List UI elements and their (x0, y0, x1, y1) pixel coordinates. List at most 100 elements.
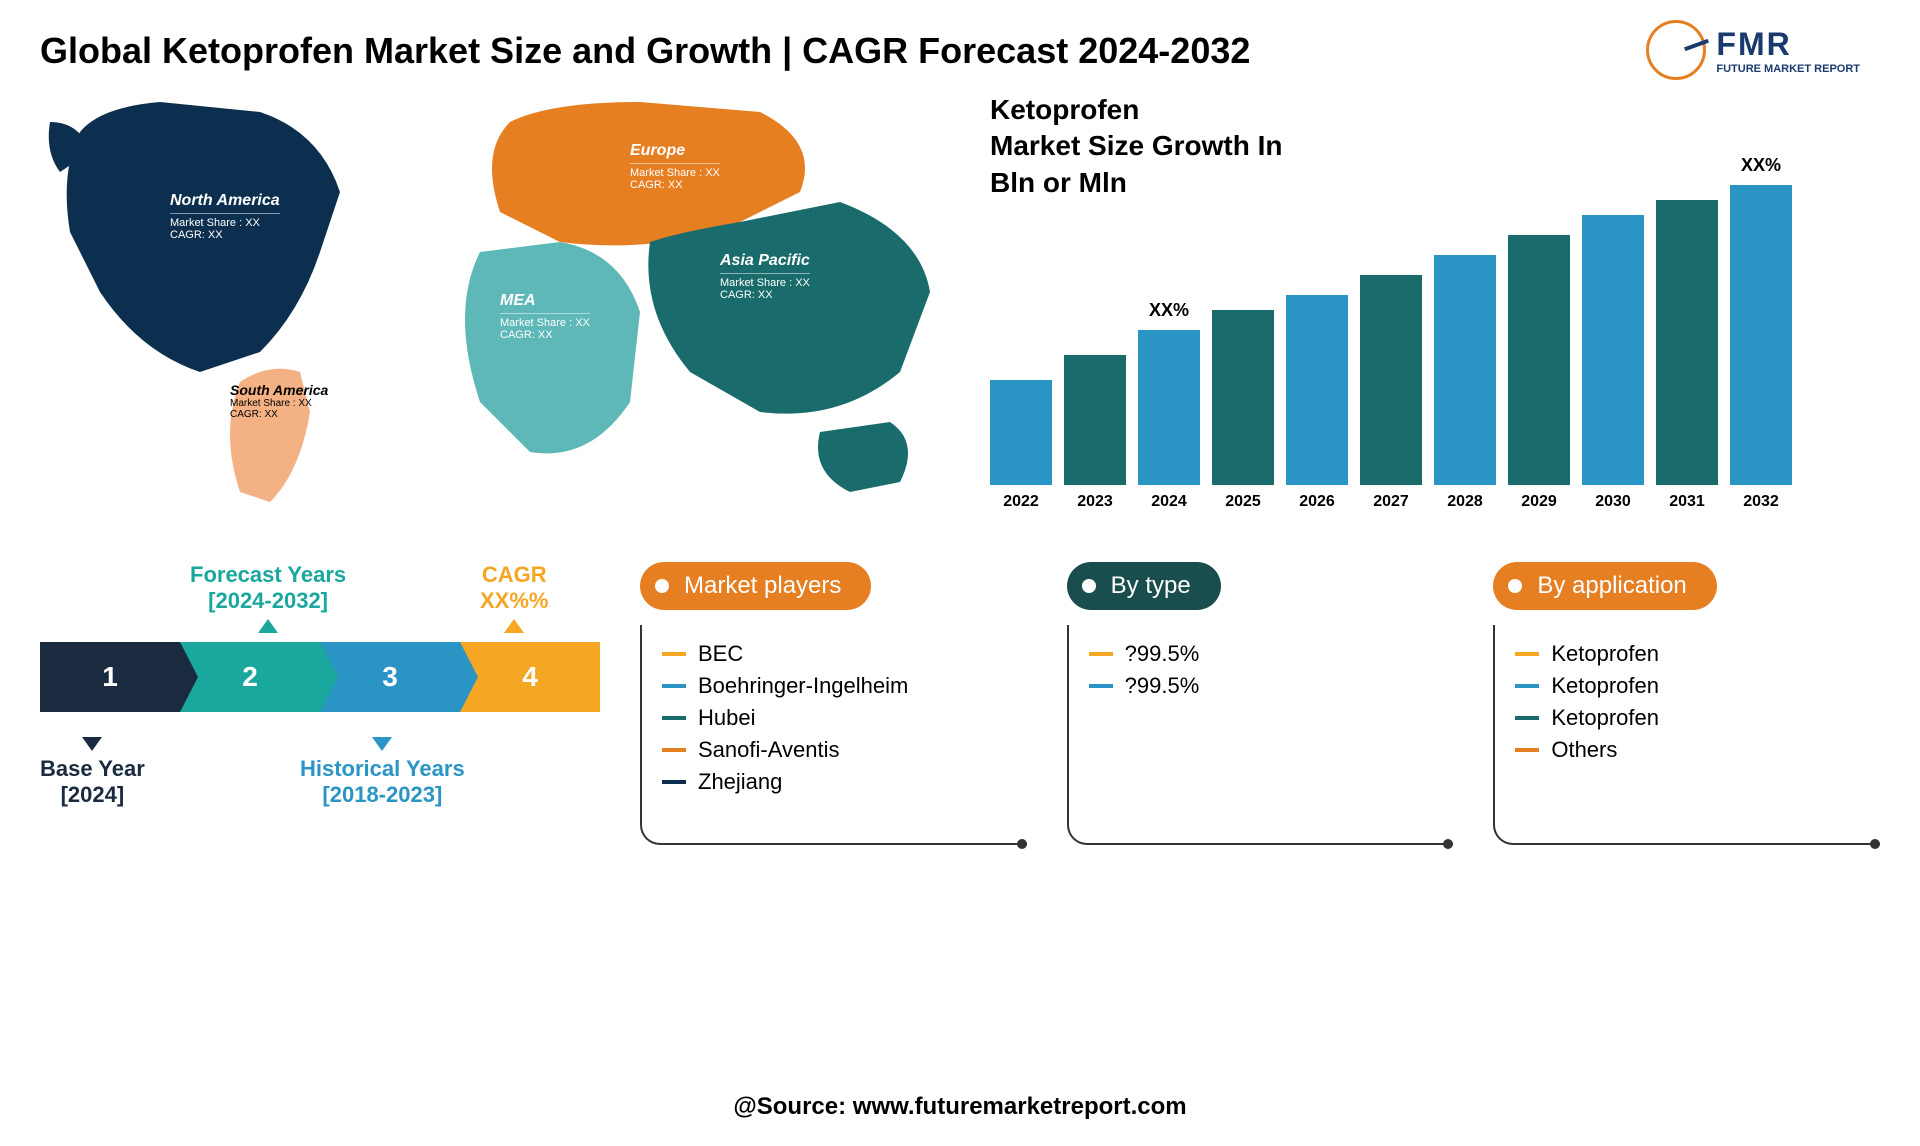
fmr-logo: FMR FUTURE MARKET REPORT (1646, 20, 1860, 80)
timeline-box: Forecast Years [2024-2032] CAGR XX%% 123… (40, 562, 600, 845)
region-mea-cagr: CAGR: XX (500, 329, 590, 341)
bar-label: 2028 (1447, 493, 1483, 511)
base-range: [2024] (40, 782, 145, 808)
bar-2032: XX%2032 (1730, 185, 1792, 511)
logo-main-text: FMR (1716, 26, 1860, 63)
list-item-label: Ketoprofen (1551, 673, 1659, 699)
timeline-seg-2: 2 (180, 642, 320, 712)
bar-2031: 2031 (1656, 200, 1718, 511)
hist-range: [2018-2023] (300, 782, 465, 808)
timeline-seg-1: 1 (40, 642, 180, 712)
by-application-pill: By application (1493, 562, 1716, 610)
source-text: @Source: www.futuremarketreport.com (733, 1093, 1186, 1121)
bar-label: 2024 (1151, 493, 1187, 511)
map-region-asia-pacific (648, 202, 930, 492)
list-item: Boehringer-Ingelheim (662, 673, 1027, 699)
list-item-label: Sanofi-Aventis (698, 737, 839, 763)
region-mea-share: Market Share : XX (500, 313, 590, 329)
region-mea-name: MEA (500, 292, 590, 310)
bar-label: 2032 (1743, 493, 1779, 511)
swatch-icon (662, 684, 686, 688)
list-item: ?99.5% (1089, 641, 1454, 667)
list-item-label: Zhejiang (698, 769, 782, 795)
cagr-label: CAGR (480, 562, 548, 588)
by-application-col: By application Ketoprofen Ketoprofen Ketop… (1493, 562, 1880, 845)
region-sa-cagr: CAGR: XX (230, 409, 328, 420)
region-ap-cagr: CAGR: XX (720, 289, 810, 301)
page-title: Global Ketoprofen Market Size and Growth… (40, 30, 1880, 72)
by-type-pill: By type (1067, 562, 1221, 610)
region-sa-name: South America (230, 382, 328, 398)
bar-2024: XX%2024 (1138, 330, 1200, 511)
swatch-icon (662, 748, 686, 752)
bar-2023: 2023 (1064, 355, 1126, 511)
cagr-value: XX%% (480, 588, 548, 614)
region-ap-share: Market Share : XX (720, 273, 810, 289)
bar-label: 2027 (1373, 493, 1409, 511)
world-map: North America Market Share : XX CAGR: XX… (40, 92, 940, 512)
list-item: Ketoprofen (1515, 673, 1880, 699)
bar-2025: 2025 (1212, 310, 1274, 511)
list-item: Others (1515, 737, 1880, 763)
swatch-icon (1089, 652, 1113, 656)
swatch-icon (662, 716, 686, 720)
bar-2030: 2030 (1582, 215, 1644, 511)
list-item-label: Hubei (698, 705, 755, 731)
forecast-range: [2024-2032] (190, 588, 346, 614)
list-item-label: Others (1551, 737, 1617, 763)
region-na-cagr: CAGR: XX (170, 229, 280, 241)
list-item-label: Boehringer-Ingelheim (698, 673, 908, 699)
hist-label: Historical Years (300, 756, 465, 782)
bar-2029: 2029 (1508, 235, 1570, 511)
region-na-share: Market Share : XX (170, 213, 280, 229)
logo-sub-text: FUTURE MARKET REPORT (1716, 63, 1860, 75)
by-type-col: By type ?99.5% ?99.5% (1067, 562, 1454, 845)
bar-2028: 2028 (1434, 255, 1496, 511)
region-eu-cagr: CAGR: XX (630, 179, 720, 191)
swatch-icon (662, 652, 686, 656)
list-item-label: ?99.5% (1125, 641, 1200, 667)
timeline-seg-4: 4 (460, 642, 600, 712)
region-na-name: North America (170, 192, 280, 210)
list-item: BEC (662, 641, 1027, 667)
list-item: ?99.5% (1089, 673, 1454, 699)
logo-icon (1646, 20, 1706, 80)
list-item-label: Ketoprofen (1551, 705, 1659, 731)
bar-label: 2029 (1521, 493, 1557, 511)
bar-note: XX% (1741, 155, 1781, 176)
market-players-col: Market players BEC Boehringer-Ingelheim Hu… (640, 562, 1027, 845)
swatch-icon (1515, 652, 1539, 656)
bar-label: 2022 (1003, 493, 1039, 511)
bar-label: 2030 (1595, 493, 1631, 511)
list-item-label: Ketoprofen (1551, 641, 1659, 667)
market-players-pill: Market players (640, 562, 871, 610)
swatch-icon (1089, 684, 1113, 688)
bar-label: 2026 (1299, 493, 1335, 511)
bar-label: 2023 (1077, 493, 1113, 511)
list-item: Zhejiang (662, 769, 1027, 795)
bar-label: 2025 (1225, 493, 1261, 511)
forecast-label: Forecast Years (190, 562, 346, 588)
region-eu-name: Europe (630, 142, 720, 160)
region-ap-name: Asia Pacific (720, 252, 810, 270)
swatch-icon (1515, 684, 1539, 688)
base-label: Base Year (40, 756, 145, 782)
swatch-icon (662, 780, 686, 784)
list-item-label: ?99.5% (1125, 673, 1200, 699)
region-sa-share: Market Share : XX (230, 398, 328, 409)
map-region-mea (465, 242, 640, 453)
timeline-seg-3: 3 (320, 642, 460, 712)
bar-label: 2031 (1669, 493, 1705, 511)
bar-2027: 2027 (1360, 275, 1422, 511)
list-item-label: BEC (698, 641, 743, 667)
bar-2022: 2022 (990, 380, 1052, 511)
swatch-icon (1515, 716, 1539, 720)
list-item: Ketoprofen (1515, 705, 1880, 731)
list-item: Sanofi-Aventis (662, 737, 1027, 763)
list-item: Hubei (662, 705, 1027, 731)
growth-bar-chart: KetoprofenMarket Size Growth InBln or Ml… (970, 92, 1880, 512)
bar-2026: 2026 (1286, 295, 1348, 511)
region-eu-share: Market Share : XX (630, 163, 720, 179)
list-item: Ketoprofen (1515, 641, 1880, 667)
bar-note: XX% (1149, 300, 1189, 321)
